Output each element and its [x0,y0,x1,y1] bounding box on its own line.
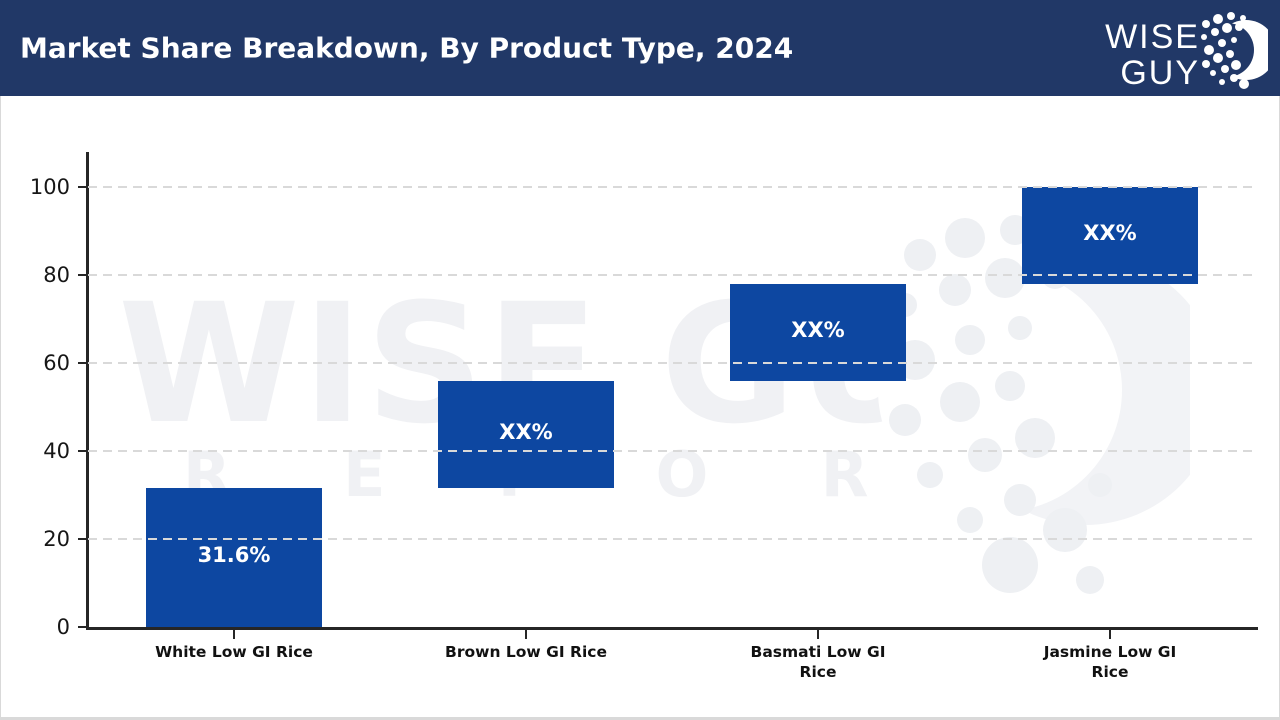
page-title: Market Share Breakdown, By Product Type,… [20,31,794,65]
x-tick-mark [233,630,235,639]
x-tick-mark [1109,630,1111,639]
x-axis-category-label: Brown Low GI Rice [445,643,607,661]
x-axis-category-label: Jasmine Low GI Rice [1043,643,1177,682]
y-tick-label: 60 [43,351,70,375]
grid-line [88,362,1256,364]
grid-line [88,274,1256,276]
y-tick-mark [78,186,87,188]
y-tick-mark [78,538,87,540]
header-bar: Market Share Breakdown, By Product Type,… [0,0,1280,123]
bar-value-label: XX% [1083,221,1137,246]
brand-logo: WISE GUY R E P O R T S [1018,6,1268,123]
x-tick-mark [525,630,527,639]
y-tick-label: 20 [43,527,70,551]
grid-line [88,186,1256,188]
bar-value-label: XX% [791,318,845,343]
bar-value-label: 31.6% [197,543,271,568]
brand-subtitle: R E P O R T S [1027,93,1198,124]
bar-segment [146,487,322,627]
bar-segment [1022,187,1198,284]
y-tick-label: 80 [43,263,70,287]
y-tick-label: 40 [43,439,70,463]
bar-segment [730,283,906,381]
bar-value-label: XX% [499,420,553,445]
x-tick-mark [817,630,819,639]
plot-area: 0 20 40 60 80 100 31.6% White Low GI Rice XX% Bro… [0,96,1280,720]
y-tick-label: 100 [29,175,70,199]
x-axis-category-label: White Low GI Rice [155,643,313,661]
grid-line [88,538,1256,540]
bar-segment [438,380,614,488]
y-tick-mark [78,362,87,364]
grid-line [88,450,1256,452]
y-tick-mark [78,274,87,276]
x-axis-line [86,627,1258,630]
brand-logo-text: WISE GUY R E P O R T S [1018,18,1200,124]
y-tick-mark [78,450,87,452]
brand-head-icon [1200,12,1268,89]
y-axis-line [86,152,89,630]
brand-name: WISE GUY [1105,18,1200,92]
x-axis-category-label: Basmati Low GI Rice [750,643,886,682]
y-tick-mark [78,626,87,628]
y-tick-label: 0 [56,615,70,639]
